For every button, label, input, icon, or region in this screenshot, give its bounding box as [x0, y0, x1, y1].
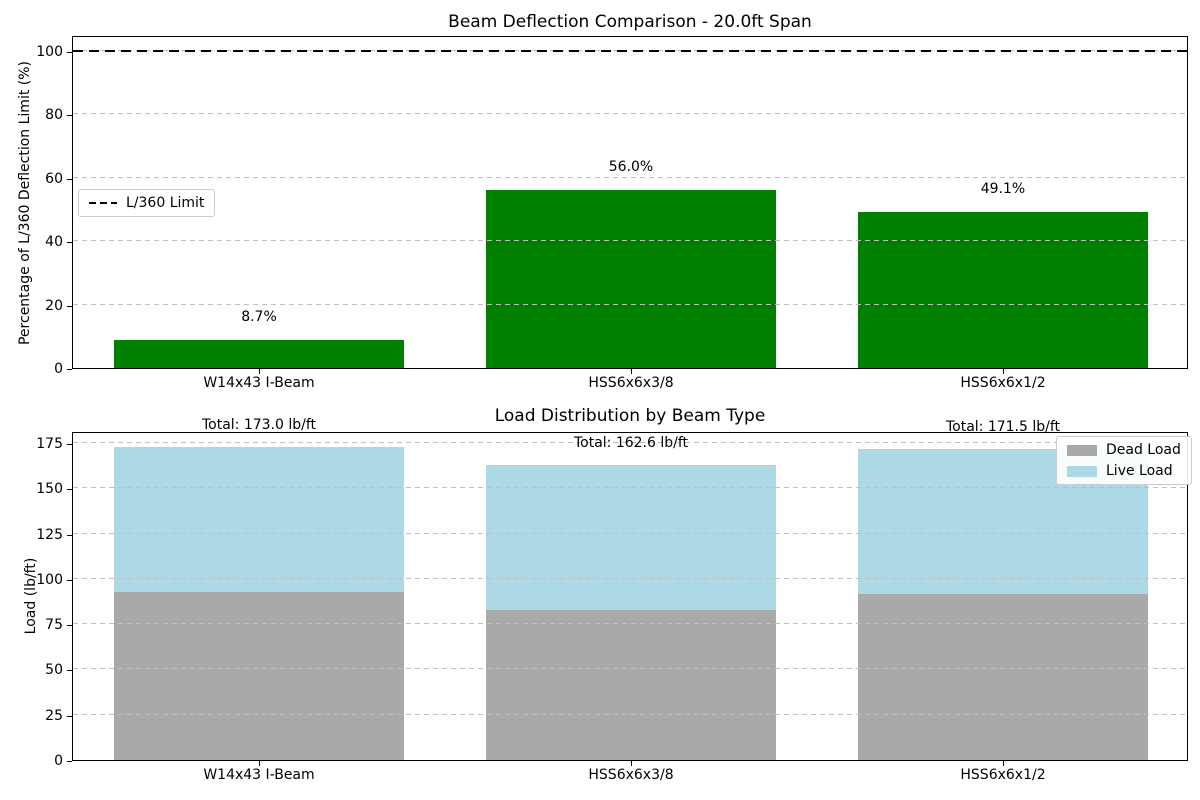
gridline-80 [73, 113, 1187, 115]
gridline-100 [73, 577, 1187, 579]
dead-load-swatch-icon [1067, 444, 1097, 456]
y-tick-label: 40 [45, 234, 63, 251]
y-tick [67, 443, 72, 445]
deflection-bar-HSS6x6x1/2 [857, 212, 1149, 368]
y-tick-label: 100 [36, 43, 63, 60]
load-chart-title: Load Distribution by Beam Type [494, 406, 766, 426]
x-tick [630, 761, 632, 766]
gridline-150 [73, 487, 1187, 489]
y-tick-label: 175 [36, 435, 63, 452]
y-tick-label: 0 [54, 361, 63, 377]
gridline-175 [73, 441, 1187, 443]
deflection-chart-axes: 8.7% 56.0% 49.1% 0 20 40 60 80 100 W14x43 I-Beam H… [36, 36, 1188, 391]
deflection-bar-HSS6x6x3/8 [485, 190, 777, 368]
y-tick [67, 369, 72, 370]
y-tick [67, 305, 72, 307]
total-label: Total: 173.0 lb/ft [201, 416, 317, 433]
live-load-bar-HSS6x6x3/8 [485, 465, 777, 611]
gridline-40 [73, 240, 1187, 242]
x-tick [258, 369, 260, 374]
bar-value-label: 56.0% [608, 159, 654, 176]
legend-row-l360-limit: L/360 Limit [89, 195, 204, 211]
y-tick [67, 579, 72, 581]
legend-label-dead-load: Dead Load [1106, 442, 1181, 458]
y-tick-label: 150 [36, 481, 63, 498]
deflection-chart-legend: L/360 Limit [78, 189, 216, 217]
live-load-swatch-icon [1067, 465, 1097, 477]
y-tick [67, 489, 72, 491]
gridline-60 [73, 176, 1187, 178]
gridline-50 [73, 668, 1187, 670]
y-tick [67, 115, 72, 117]
y-tick [67, 761, 72, 762]
y-tick-label: 80 [45, 107, 63, 124]
legend-row-live-load: Live Load [1067, 463, 1181, 479]
y-tick-label: 50 [45, 662, 63, 679]
bar-value-label: 8.7% [241, 309, 277, 326]
dead-load-bar-W14x43 I-Beam [113, 591, 405, 760]
load-chart-legend: Dead Load Live Load [1056, 436, 1192, 485]
y-tick [67, 178, 72, 180]
gridline-75 [73, 623, 1187, 625]
x-tick-label-HSS6x6x1/2: HSS6x6x1/2 [960, 375, 1046, 391]
y-tick-label: 60 [45, 170, 63, 187]
dashed-line-icon [89, 202, 117, 204]
legend-label-live-load: Live Load [1106, 463, 1173, 479]
total-label: Total: 162.6 lb/ft [573, 435, 689, 452]
x-tick [630, 369, 632, 374]
y-tick [67, 51, 72, 53]
y-tick-label: 100 [36, 571, 63, 588]
legend-label-l360-limit: L/360 Limit [126, 195, 205, 211]
y-tick [67, 715, 72, 717]
live-load-bar-W14x43 I-Beam [113, 446, 405, 592]
y-tick [67, 670, 72, 672]
x-tick [258, 761, 260, 766]
dead-load-bar-HSS6x6x1/2 [857, 594, 1149, 760]
x-tick-label-HSS6x6x1/2: HSS6x6x1/2 [960, 767, 1046, 783]
load-chart-axes: Total: 173.0 lb/ft Total: 162.6 lb/ft Tota… [36, 417, 1188, 783]
y-tick-label: 75 [45, 617, 63, 634]
gridline-125 [73, 532, 1187, 534]
y-tick [67, 242, 72, 244]
y-tick-label: 20 [45, 297, 63, 314]
total-label: Total: 171.5 lb/ft [945, 419, 1061, 436]
l360-limit-line [73, 49, 1187, 52]
x-tick-label-HSS6x6x3/8: HSS6x6x3/8 [588, 375, 674, 391]
x-tick-label-W14x43 I-Beam: W14x43 I-Beam [203, 375, 315, 391]
gridline-25 [73, 713, 1187, 715]
x-tick [1002, 761, 1004, 766]
y-tick [67, 625, 72, 627]
y-tick-label: 125 [36, 526, 63, 543]
deflection-bar-W14x43 I-Beam [113, 340, 405, 368]
y-tick-label: 25 [45, 707, 63, 724]
x-tick [1002, 369, 1004, 374]
x-tick-label-W14x43 I-Beam: W14x43 I-Beam [203, 767, 315, 783]
dead-load-bar-HSS6x6x3/8 [485, 610, 777, 760]
gridline-20 [73, 303, 1187, 305]
legend-row-dead-load: Dead Load [1067, 442, 1181, 458]
y-tick-label: 0 [54, 753, 63, 769]
x-tick-label-HSS6x6x3/8: HSS6x6x3/8 [588, 767, 674, 783]
y-tick [67, 534, 72, 536]
deflection-chart-title: Beam Deflection Comparison - 20.0ft Span [448, 12, 812, 32]
bar-value-label: 49.1% [980, 181, 1026, 198]
